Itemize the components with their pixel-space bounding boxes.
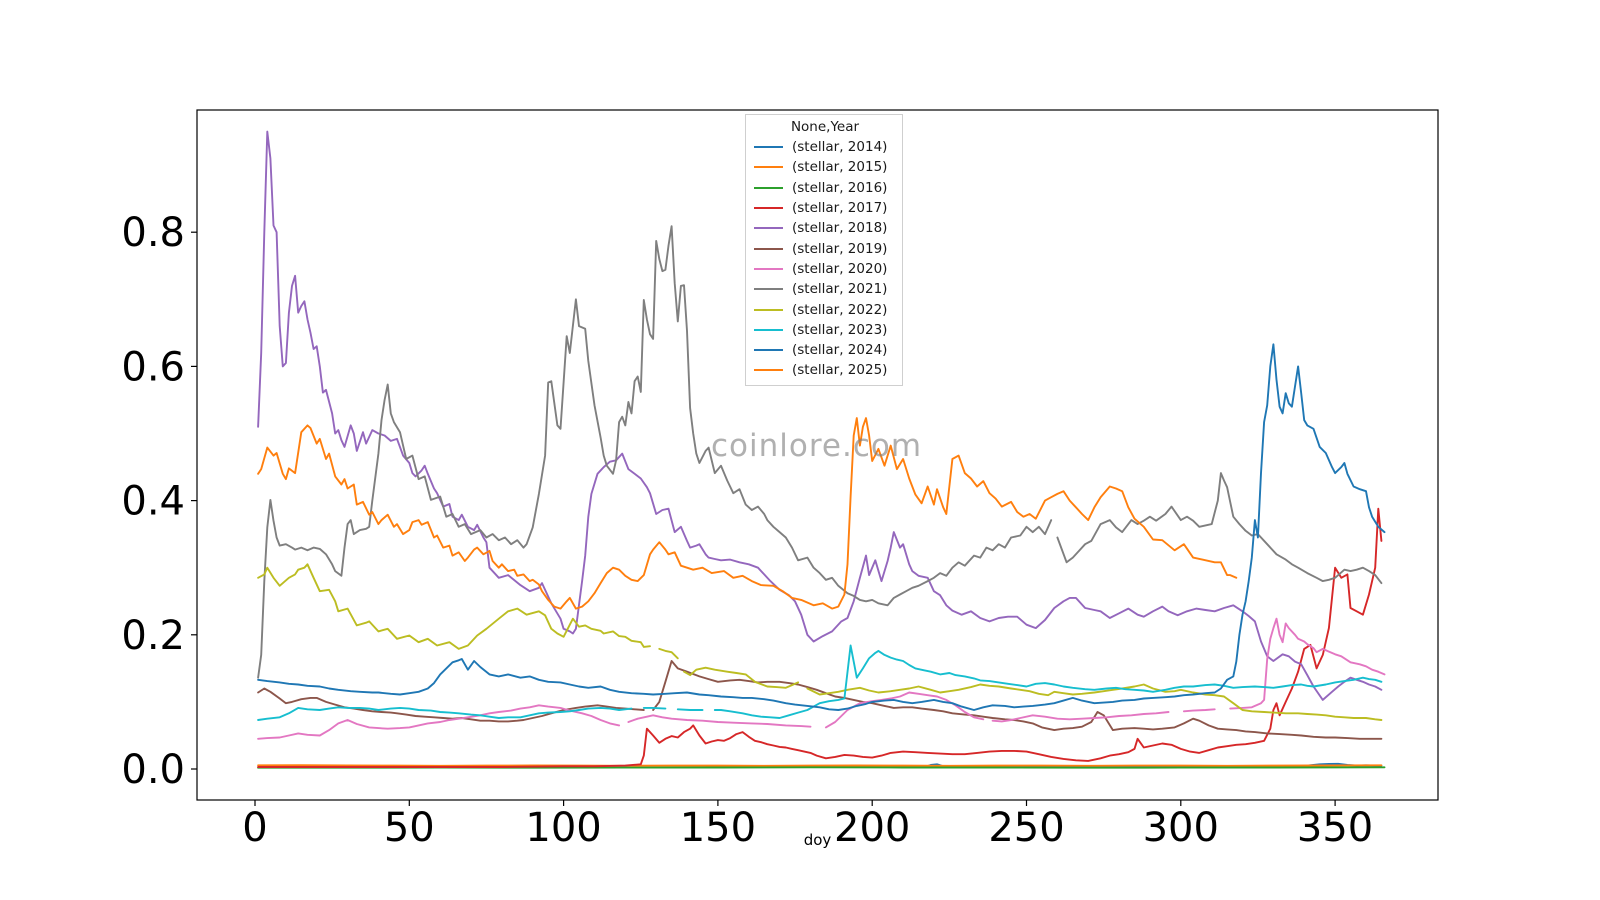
legend-label-2023: (stellar, 2023) (792, 321, 888, 338)
legend-line-sample-2017 (754, 207, 783, 210)
legend-item-2024: (stellar, 2024) (754, 340, 896, 360)
x-tick-label: 300 (1143, 805, 1219, 851)
x-tick-label: 100 (525, 805, 601, 851)
series-line-2022 (257, 563, 651, 650)
legend-item-2025: (stellar, 2025) (754, 360, 896, 380)
legend-line-sample-2019 (754, 247, 783, 250)
series-line-2020 (1182, 708, 1216, 713)
legend-item-2022: (stellar, 2022) (754, 299, 896, 319)
legend-item-2018: (stellar, 2018) (754, 218, 896, 238)
legend-line-sample-2021 (754, 288, 783, 291)
legend-label-2021: (stellar, 2021) (792, 281, 888, 298)
legend-item-2015: (stellar, 2015) (754, 157, 896, 177)
legend-label-2014: (stellar, 2014) (792, 139, 888, 156)
x-tick-label: 200 (834, 805, 910, 851)
legend-line-sample-2015 (754, 166, 783, 169)
y-tick-label: 0.4 (121, 479, 185, 525)
legend-title: None,Year (790, 119, 860, 135)
x-tick-label: 250 (988, 805, 1064, 851)
legend-items: (stellar, 2014) (stellar, 2015) (stellar, … (754, 137, 896, 381)
x-tick-label: 0 (242, 805, 267, 851)
x-tick-label: 50 (384, 805, 435, 851)
series-line-2025 (257, 417, 1238, 610)
legend-item-2020: (stellar, 2020) (754, 259, 896, 279)
series-line-2023 (676, 708, 704, 711)
legend-line-sample-2024 (754, 349, 783, 352)
series-line-2020 (991, 711, 1170, 723)
legend-line-sample-2016 (754, 186, 783, 189)
series-line-2020 (824, 691, 985, 729)
legend-line-sample-2020 (754, 267, 783, 270)
series-line-2019 (257, 687, 645, 723)
series-line-2022 (658, 647, 679, 660)
series-line-2024 (257, 343, 1386, 711)
legend-item-2017: (stellar, 2017) (754, 198, 896, 218)
legend-label-2022: (stellar, 2022) (792, 301, 888, 318)
legend-label-2016: (stellar, 2016) (792, 179, 888, 196)
legend-label-2020: (stellar, 2020) (792, 260, 888, 277)
series-line-2020 (1229, 617, 1386, 710)
y-tick-label: 0.2 (121, 613, 185, 659)
series-line-2018 (257, 130, 1383, 701)
series-line-2020 (627, 714, 812, 728)
series-line-2022 (683, 666, 800, 689)
legend-line-sample-2018 (754, 227, 783, 230)
x-tick-label: 350 (1297, 805, 1373, 851)
legend-line-sample-2023 (754, 328, 783, 331)
legend-item-2023: (stellar, 2023) (754, 320, 896, 340)
series-line-2015 (257, 764, 1383, 767)
series-line-2021 (257, 225, 1053, 679)
legend-line-sample-2014 (754, 146, 783, 149)
series-line-2017 (257, 507, 1383, 768)
legend-label-2019: (stellar, 2019) (792, 240, 888, 257)
legend-item-2021: (stellar, 2021) (754, 279, 896, 299)
series-line-2020 (257, 704, 621, 740)
watermark: coinlore.com (711, 428, 923, 464)
y-tick-label: 0.6 (121, 344, 185, 390)
legend-label-2025: (stellar, 2025) (792, 362, 888, 379)
series-line-2023 (257, 706, 633, 721)
legend: None,Year (stellar, 2014) (stellar, 2015)… (745, 114, 903, 386)
x-axis-label: doy (804, 831, 832, 849)
series-line-2023 (642, 706, 667, 710)
legend-label-2017: (stellar, 2017) (792, 200, 888, 217)
legend-label-2018: (stellar, 2018) (792, 220, 888, 237)
legend-line-sample-2022 (754, 308, 783, 311)
legend-item-2019: (stellar, 2019) (754, 238, 896, 258)
y-tick-label: 0.8 (121, 210, 185, 256)
legend-line-sample-2025 (754, 369, 783, 372)
y-tick-label: 0.0 (121, 747, 185, 793)
plot-border (196, 109, 1439, 801)
series-line-2022 (806, 683, 1383, 721)
series-line-2023 (713, 644, 1383, 719)
legend-item-2014: (stellar, 2014) (754, 137, 896, 157)
legend-label-2015: (stellar, 2015) (792, 159, 888, 176)
legend-item-2016: (stellar, 2016) (754, 178, 896, 198)
legend-label-2024: (stellar, 2024) (792, 342, 888, 359)
x-tick-label: 150 (680, 805, 756, 851)
series-line-2021 (1056, 472, 1383, 585)
